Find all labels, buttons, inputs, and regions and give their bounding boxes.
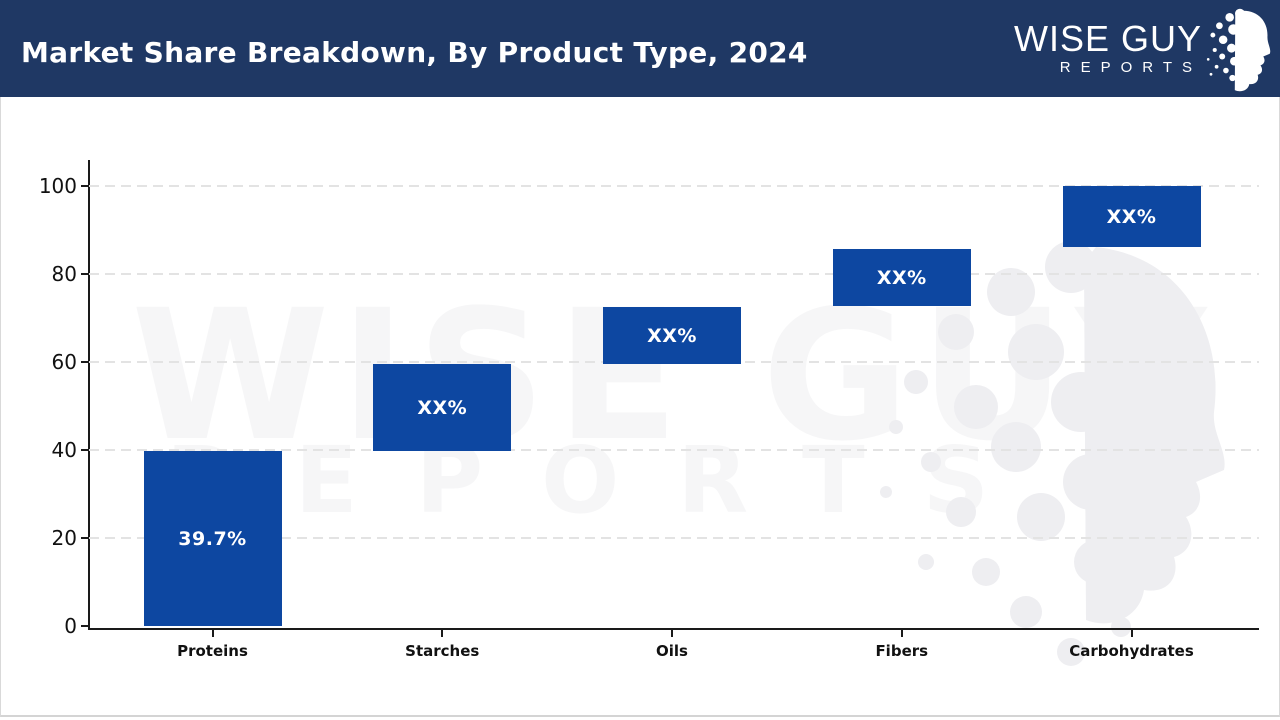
bar-value-label: XX% — [647, 324, 697, 347]
y-tick-mark — [81, 625, 89, 627]
header-bar: Market Share Breakdown, By Product Type,… — [0, 0, 1280, 97]
x-category-label: Oils — [656, 642, 688, 660]
y-tick-label: 20 — [51, 526, 77, 550]
brand-logo: WISE GUY REPORTS — [1013, 18, 1202, 77]
y-tick-mark — [81, 537, 89, 539]
gridline-80 — [89, 273, 1259, 275]
bar-value-label: XX% — [1106, 205, 1157, 228]
y-tick-label: 40 — [51, 438, 77, 462]
brand-logo-line2: REPORTS — [1059, 59, 1202, 76]
gridline-20 — [89, 537, 1259, 539]
plot-area: 0 20 40 60 80 100 39.7% Proteins XX% Starches XX% O… — [1, 97, 1280, 717]
page-title: Market Share Breakdown, By Product Type,… — [21, 36, 808, 69]
bar-value-label: XX% — [876, 266, 927, 289]
y-tick-mark — [81, 185, 89, 187]
x-axis-line — [88, 628, 1259, 630]
bar-fibers: XX% — [832, 248, 971, 307]
watermark-text-2: REPORTS — [166, 427, 1047, 534]
brand-head-icon — [1206, 8, 1271, 92]
y-tick-label: 60 — [51, 350, 77, 374]
x-tick-mark — [900, 630, 903, 637]
x-tick-mark — [1130, 630, 1133, 637]
bar-carbohydrates: XX% — [1062, 186, 1201, 248]
x-category-label: Proteins — [177, 642, 248, 660]
y-tick-label: 80 — [51, 262, 77, 286]
y-tick-mark — [81, 273, 89, 275]
x-tick-mark — [211, 630, 214, 637]
bar-value-label: XX% — [417, 396, 468, 419]
x-tick-mark — [671, 630, 673, 637]
gridline-100 — [89, 185, 1259, 187]
bar-oils: XX% — [603, 307, 741, 365]
gridline-40 — [89, 449, 1259, 451]
watermark-head-icon — [880, 241, 1225, 666]
y-tick-label: 100 — [38, 174, 77, 198]
y-tick-mark — [81, 361, 89, 363]
bar-proteins: 39.7% — [143, 451, 282, 626]
x-category-label: Carbohydrates — [1069, 642, 1194, 660]
y-axis-line — [88, 160, 90, 630]
chart-card: WISE GUY REPORTS 02040608010039.7%Protei… — [0, 97, 1280, 717]
brand-logo-line1: WISE GUY — [1013, 18, 1202, 59]
y-tick-mark — [81, 449, 89, 451]
x-category-label: Fibers — [875, 642, 929, 660]
y-tick-label: 0 — [64, 614, 77, 638]
x-tick-mark — [441, 630, 444, 637]
bar-value-label: 39.7% — [178, 527, 247, 550]
x-category-label: Starches — [405, 642, 480, 660]
bar-starches: XX% — [373, 364, 512, 452]
